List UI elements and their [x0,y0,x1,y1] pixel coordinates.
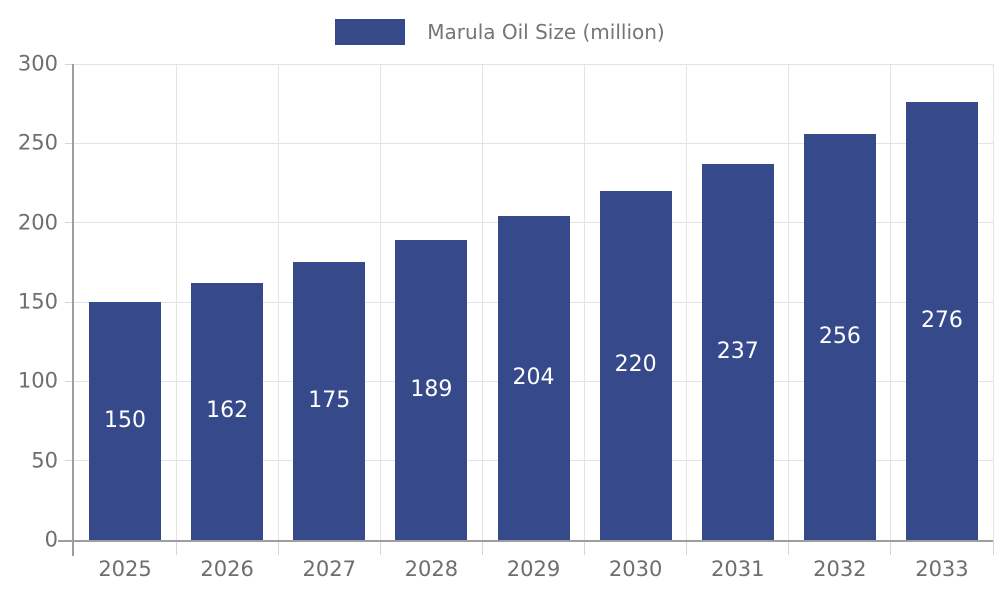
x-axis-line [58,540,993,542]
y-axis-tick [65,222,74,224]
x-gridline [175,64,177,540]
x-axis-tick [175,540,177,555]
x-axis-label: 2032 [813,557,867,581]
y-axis-label: 150 [17,289,58,314]
x-axis-label: 2029 [506,557,561,581]
y-axis-tick [65,380,74,382]
y-axis-label: 50 [31,448,58,473]
y-axis-line [72,64,74,556]
bar-2032[interactable]: 256 [803,133,876,540]
y-gridline [74,142,993,144]
x-axis-tick [686,540,688,555]
x-axis-label: 2027 [302,557,356,581]
y-axis-tick [65,301,74,303]
x-axis-tick [277,540,279,555]
x-gridline [992,64,994,540]
x-axis-tick [992,540,994,555]
legend-label: Marula Oil Size (million) [427,20,665,44]
x-axis-tick [379,540,381,555]
y-axis-label: 300 [17,51,58,76]
y-axis-label: 200 [17,210,58,235]
y-axis-label: 100 [17,368,58,393]
bar-value-label: 256 [818,323,861,349]
x-axis-label: 2030 [608,557,663,581]
x-axis-label: 2028 [404,557,459,581]
x-axis-tick [890,540,892,555]
x-gridline [686,64,688,540]
bar-2033[interactable]: 276 [905,102,978,540]
y-axis-label: 250 [17,130,58,155]
bar-2030[interactable]: 220 [599,190,672,540]
x-axis-label: 2033 [915,557,969,581]
bar-2028[interactable]: 189 [395,240,468,540]
bar-value-label: 175 [308,388,351,414]
bar-2031[interactable]: 237 [701,163,774,540]
x-gridline [277,64,279,540]
legend-swatch [335,19,406,45]
x-gridline [890,64,892,540]
bar-value-label: 150 [104,408,147,433]
x-axis-tick [481,540,483,555]
bar-value-label: 276 [920,308,963,334]
x-gridline [379,64,381,540]
y-axis-tick [65,63,74,65]
bar-2029[interactable]: 204 [497,216,570,540]
bar-2026[interactable]: 162 [191,282,264,540]
bar-2025[interactable]: 150 [89,302,162,540]
legend[interactable]: Marula Oil Size (million) [0,19,1000,45]
bar-value-label: 204 [512,365,555,391]
y-gridline [74,63,993,65]
x-axis-tick [788,540,790,555]
bar-value-label: 220 [614,352,657,378]
y-axis-label: 0 [44,527,58,552]
x-gridline [584,64,586,540]
bar-value-label: 162 [206,398,249,424]
x-axis-label: 2031 [710,557,765,581]
bar-value-label: 189 [410,377,453,403]
x-axis-label: 2025 [98,557,152,581]
x-axis-label: 2026 [200,557,254,581]
x-gridline [788,64,790,540]
x-axis-tick [584,540,586,555]
x-gridline [481,64,483,540]
y-axis-tick [65,142,74,144]
bar-2027[interactable]: 175 [293,262,366,540]
y-axis-tick [65,460,74,462]
bar-value-label: 237 [716,338,759,364]
